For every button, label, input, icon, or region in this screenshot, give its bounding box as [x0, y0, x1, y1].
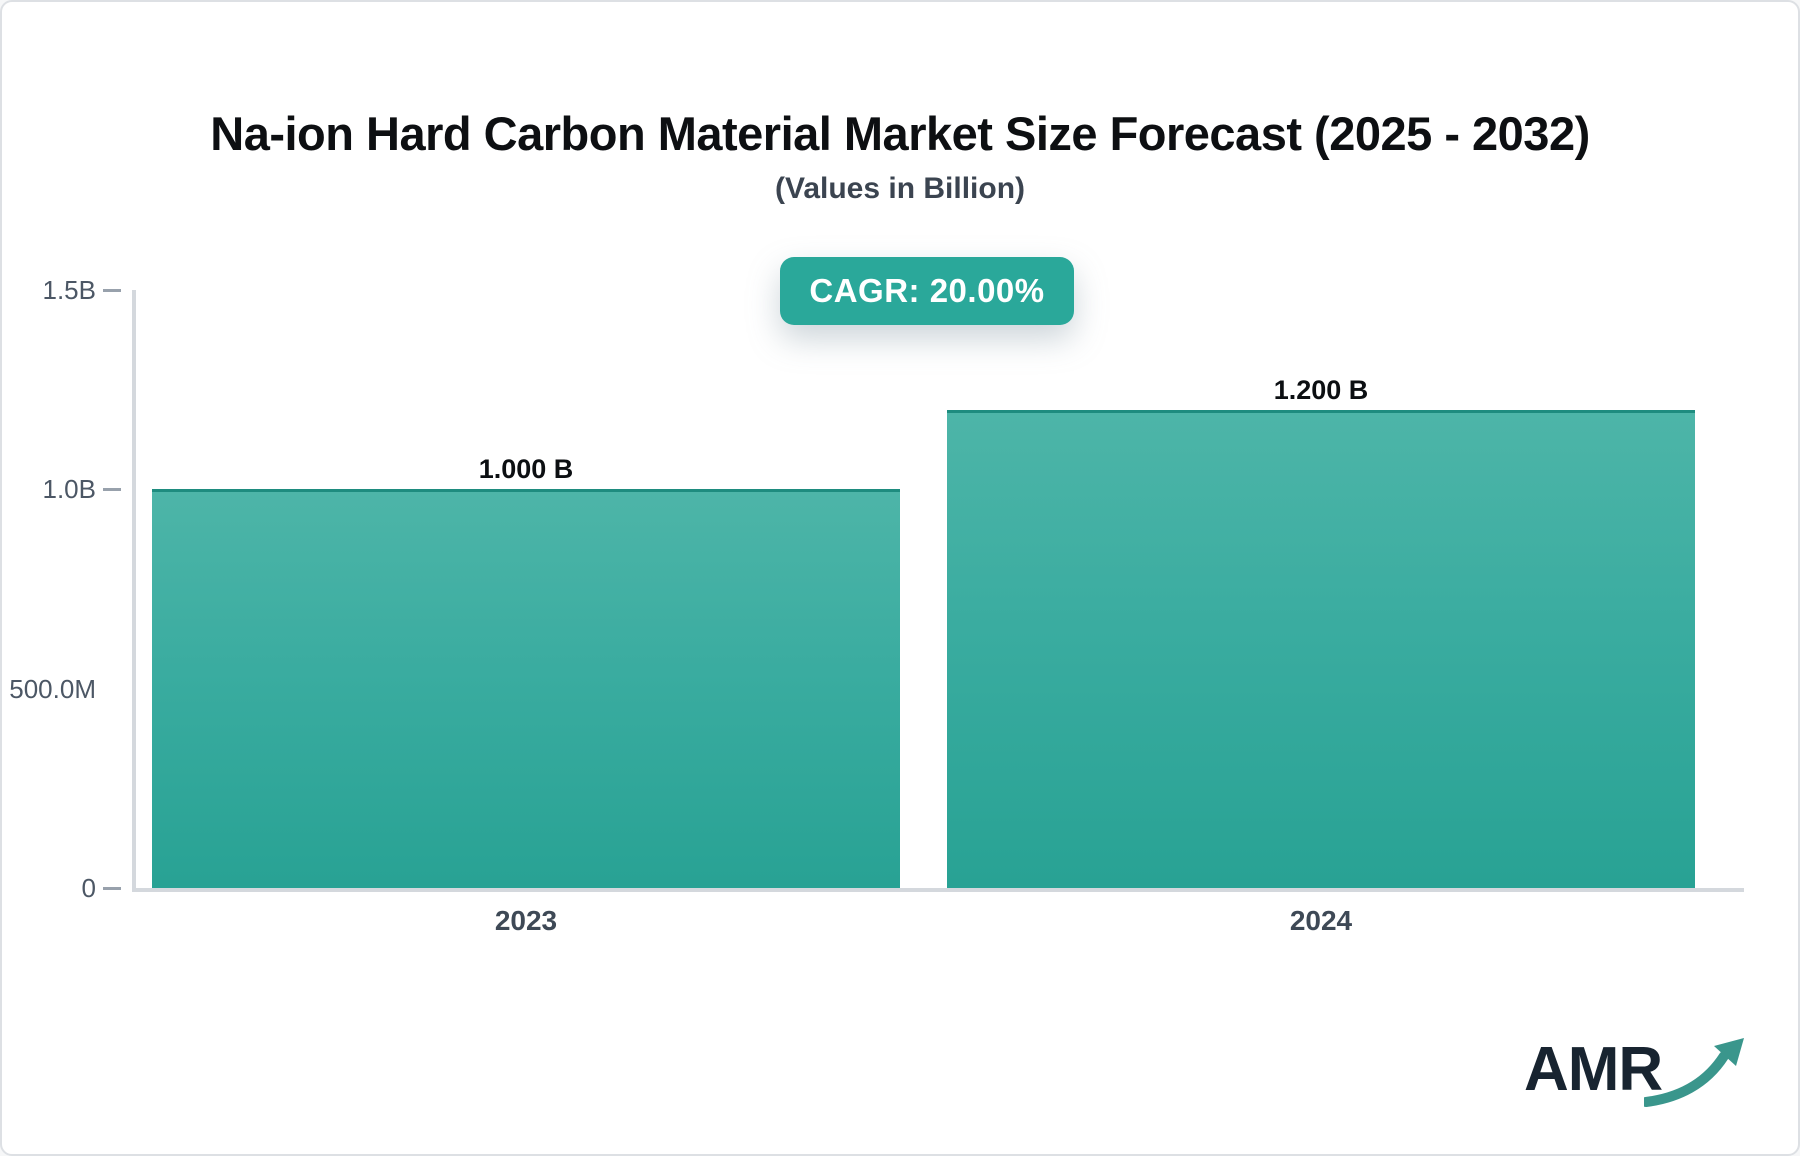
bar-2024[interactable]	[947, 409, 1695, 888]
chart-title: Na-ion Hard Carbon Material Market Size …	[210, 107, 1590, 160]
y-tick-dash	[103, 887, 121, 890]
bar-value-label: 1.200 B	[1273, 374, 1369, 405]
y-tick-label: 500.0M	[9, 673, 96, 704]
y-tick-label: 1.0B	[42, 474, 97, 505]
y-tick-label: 1.5B	[42, 275, 97, 305]
bar-2023[interactable]	[152, 489, 900, 888]
amr-logo: AMR	[1524, 1034, 1744, 1112]
amr-logo-text: AMR	[1524, 1035, 1663, 1104]
y-tick-label: 0	[81, 873, 96, 903]
chart-subtitle: (Values in Billion)	[774, 172, 1026, 205]
x-tick-label: 2024	[1289, 905, 1353, 936]
y-axis-line	[132, 290, 136, 890]
growth-arrow-icon	[1644, 1038, 1744, 1107]
y-tick-dash	[103, 488, 121, 492]
bar-value-label: 1.000 B	[478, 454, 574, 485]
cagr-badge-label: CAGR: 20.00%	[809, 272, 1045, 309]
cagr-badge: CAGR: 20.00%	[780, 257, 1074, 325]
x-tick-label: 2023	[494, 905, 558, 936]
y-tick-dash	[103, 289, 121, 292]
x-axis-line	[132, 888, 1744, 892]
